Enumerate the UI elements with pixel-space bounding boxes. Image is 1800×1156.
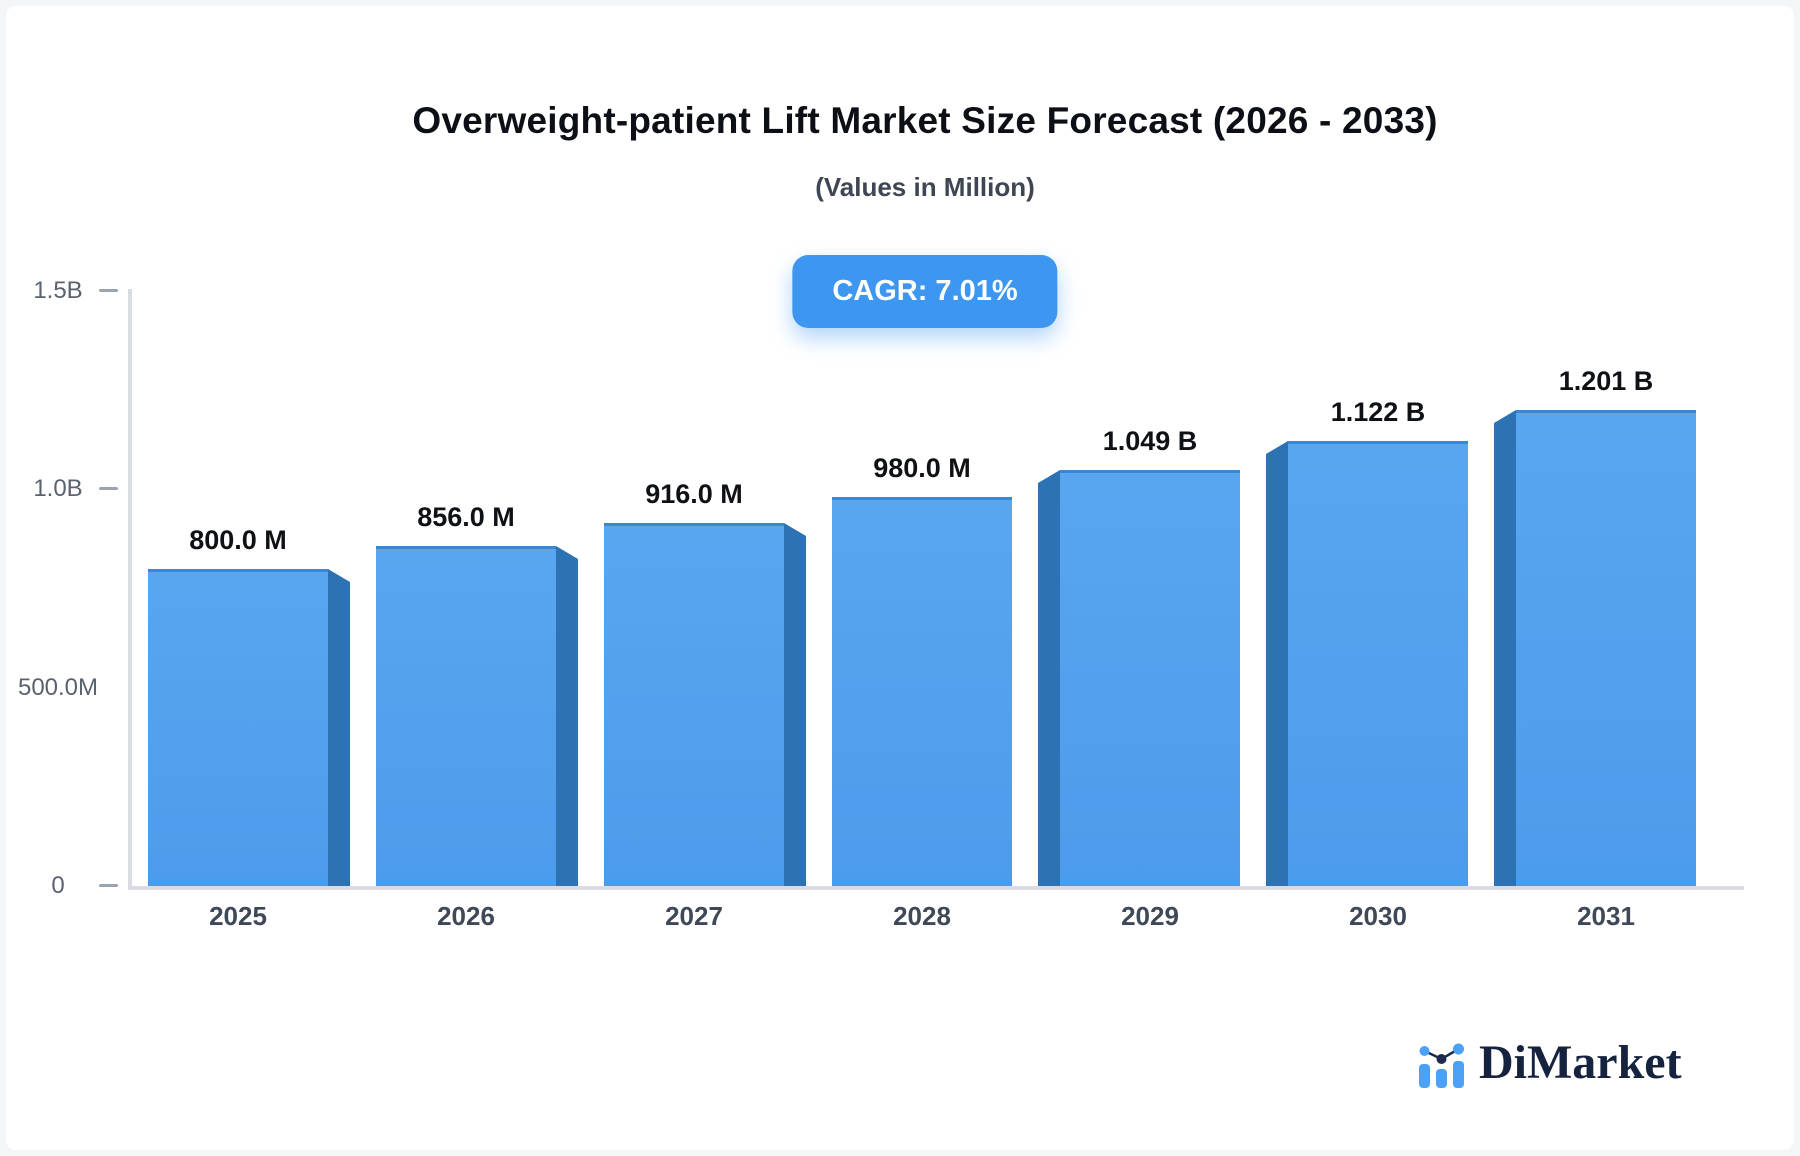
y-tick-label: 500.0M (17, 674, 99, 701)
bar-2025[interactable] (148, 569, 328, 890)
bar-value-label: 856.0 M (417, 502, 515, 532)
bar-2030[interactable] (1288, 441, 1468, 890)
chart-subtitle: (Values in Million) (815, 172, 1035, 202)
bar-2026[interactable] (376, 546, 556, 890)
y-tick-label: 0 (51, 872, 65, 899)
bar-side-2026 (556, 546, 578, 890)
x-tick-label: 2030 (1349, 901, 1407, 931)
x-tick-label: 2026 (437, 901, 495, 931)
bar-value-label: 1.122 B (1330, 397, 1426, 427)
cagr-badge: CAGR: 7.01% (792, 255, 1058, 328)
bar-side-2031 (1494, 410, 1516, 890)
x-tick-label: 2027 (665, 901, 723, 931)
x-axis-line (128, 886, 1744, 890)
bar-side-2027 (784, 523, 806, 890)
x-tick-label: 2025 (209, 901, 267, 931)
bar-value-label: 800.0 M (189, 525, 287, 555)
bar-line-chart-icon (1419, 1043, 1464, 1088)
bar-2027[interactable] (604, 523, 784, 890)
bar-2029[interactable] (1060, 470, 1240, 890)
brand-logo-text: DiMarket (1479, 1036, 1682, 1089)
brand-logo: DiMarket (1418, 1038, 1682, 1088)
x-tick-label: 2031 (1577, 901, 1635, 931)
bar-value-label: 916.0 M (645, 479, 743, 509)
bar-side-2029 (1038, 470, 1060, 890)
x-tick-label: 2029 (1121, 901, 1179, 931)
y-tick-dash (99, 289, 118, 292)
bar-value-label: 1.049 B (1102, 426, 1198, 456)
y-tick-label: 1.5B (33, 277, 83, 304)
chart-card: Overweight-patient Lift Market Size Fore… (6, 6, 1794, 1150)
bar-value-label: 1.201 B (1558, 366, 1654, 396)
y-tick-label: 1.0B (33, 475, 83, 502)
bar-2031[interactable] (1516, 410, 1696, 890)
x-tick-label: 2028 (893, 901, 951, 931)
bar-2028[interactable] (832, 497, 1012, 890)
bar-side-2030 (1266, 441, 1288, 890)
y-axis-line (128, 289, 132, 890)
bar-value-label: 980.0 M (873, 453, 971, 483)
bar-side-2025 (328, 569, 350, 890)
y-tick-dash (99, 487, 118, 490)
y-tick-dash (99, 884, 118, 887)
chart-title: Overweight-patient Lift Market Size Fore… (412, 100, 1438, 141)
